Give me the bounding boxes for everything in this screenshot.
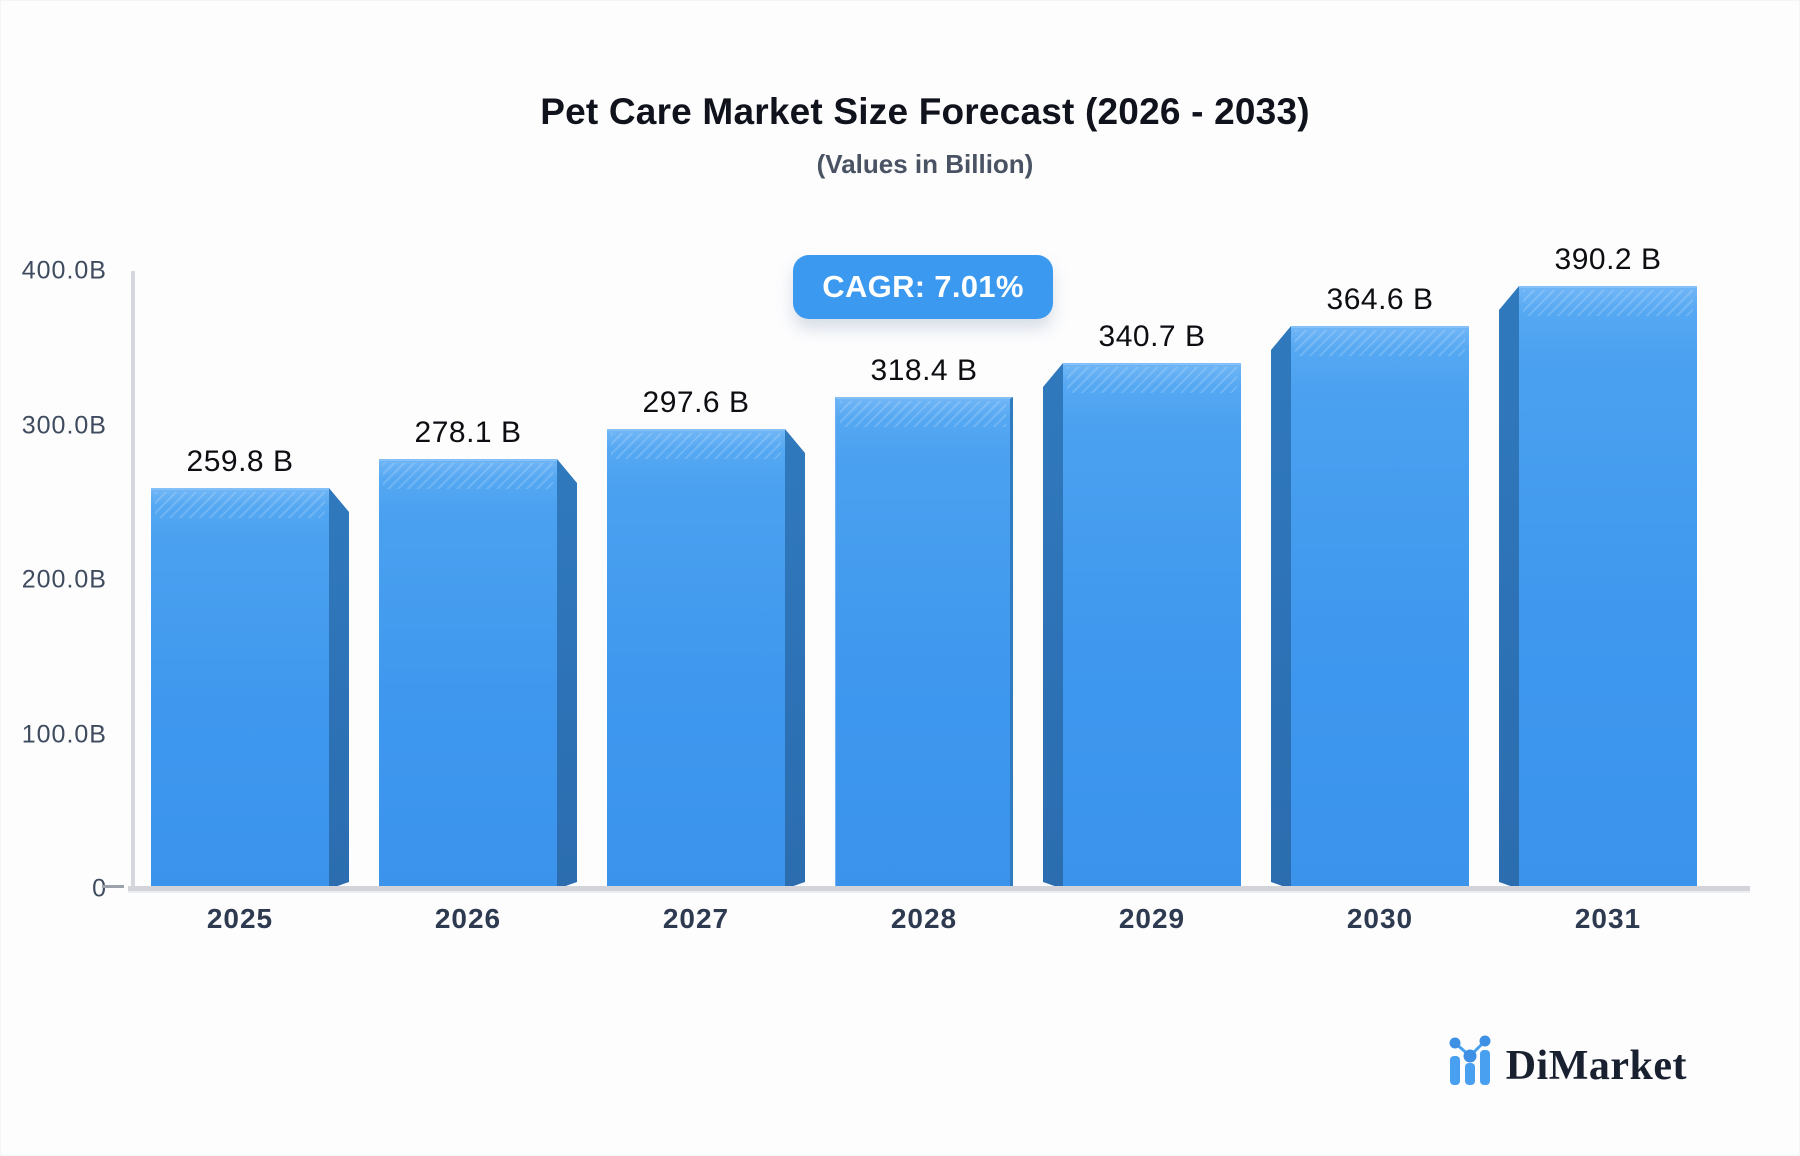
bar-2031 bbox=[1519, 286, 1697, 889]
bar-2029 bbox=[1063, 363, 1241, 889]
x-axis-label-2026: 2026 bbox=[434, 903, 502, 934]
bar-top-sheen bbox=[1523, 290, 1693, 316]
bar-top-sheen bbox=[1067, 367, 1237, 393]
bar-top-sheen bbox=[840, 401, 1006, 427]
x-axis-label-2030: 2030 bbox=[1346, 903, 1414, 934]
brand-name: DiMarket bbox=[1505, 1043, 1687, 1089]
bar-value-label-2028: 318.4 B bbox=[870, 354, 978, 387]
bar-2027 bbox=[607, 429, 785, 889]
bar-2028 bbox=[835, 397, 1013, 889]
chart-subtitle: (Values in Billion) bbox=[816, 149, 1034, 179]
chart-header: Pet Care Market Size Forecast (2026 - 20… bbox=[1, 91, 1799, 180]
bar-2026-side-face bbox=[557, 459, 577, 889]
bar-value-label-2029: 340.7 B bbox=[1098, 320, 1206, 353]
bar-value-label-2025: 259.8 B bbox=[186, 445, 294, 478]
bar-2026 bbox=[379, 459, 557, 889]
bar-value-label-2031: 390.2 B bbox=[1554, 243, 1662, 276]
bar-2027-side-face bbox=[785, 429, 805, 889]
bar-top-sheen bbox=[1295, 330, 1465, 356]
bar-top-sheen bbox=[155, 492, 325, 518]
x-axis-label-2028: 2028 bbox=[890, 903, 958, 934]
bar-2025 bbox=[151, 488, 329, 889]
y-axis-line bbox=[131, 271, 135, 889]
bar-2029-side-face bbox=[1043, 363, 1063, 889]
bar-2030-side-face bbox=[1271, 326, 1291, 889]
x-axis-label-2027: 2027 bbox=[662, 903, 730, 934]
bar-2030 bbox=[1291, 326, 1469, 889]
bar-top-sheen bbox=[611, 433, 781, 459]
cagr-badge: CAGR: 7.01% bbox=[793, 255, 1053, 319]
y-tick-label-200.0B: 200.0B bbox=[21, 565, 107, 594]
bar-value-label-2030: 364.6 B bbox=[1326, 283, 1434, 316]
y-tick-label-300.0B: 300.0B bbox=[21, 411, 107, 439]
brand-watermark: DiMarket bbox=[1448, 1035, 1687, 1087]
x-axis-label-2029: 2029 bbox=[1118, 903, 1186, 934]
chart-title: Pet Care Market Size Forecast (2026 - 20… bbox=[540, 91, 1310, 132]
bar-2025-side-face bbox=[329, 488, 349, 889]
x-axis-line bbox=[128, 886, 1750, 893]
bar-value-label-2027: 297.6 B bbox=[642, 386, 750, 419]
bar-line-chart-icon bbox=[1449, 1035, 1491, 1085]
y-tick-label-400.0B: 400.0B bbox=[21, 256, 107, 285]
x-axis-label-2025: 2025 bbox=[206, 903, 274, 934]
x-axis-label-2031: 2031 bbox=[1574, 903, 1642, 934]
bar-2031-side-face bbox=[1499, 286, 1519, 889]
y-tick-label-0: 0 bbox=[92, 874, 107, 903]
y-tick-label-100.0B: 100.0B bbox=[21, 720, 107, 748]
bar-value-label-2026: 278.1 B bbox=[414, 416, 522, 449]
zero-tick-mark bbox=[102, 885, 124, 888]
bar-top-sheen bbox=[383, 463, 553, 489]
